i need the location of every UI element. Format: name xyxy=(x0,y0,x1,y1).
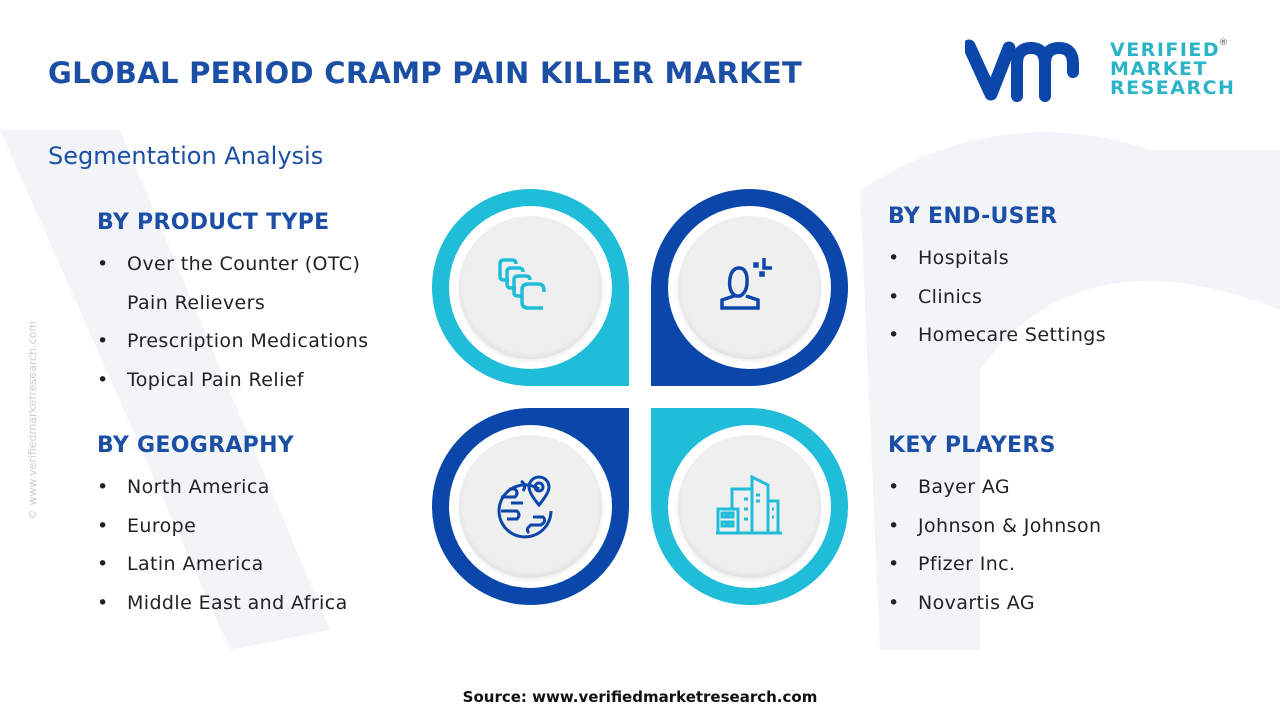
section-end-user: BY END-USER Hospitals Clinics Homecare S… xyxy=(888,204,1106,355)
list-item: Europe xyxy=(97,507,348,546)
side-watermark: © www.verifiedmarketresearch.com xyxy=(26,320,39,520)
list-item: Latin America xyxy=(97,545,348,584)
list-item: Clinics xyxy=(888,278,1106,317)
list-item: Johnson & Johnson xyxy=(888,507,1101,546)
section-heading: BY PRODUCT TYPE xyxy=(97,210,330,235)
page-title: GLOBAL PERIOD CRAMP PAIN KILLER MARKET xyxy=(48,56,803,90)
logo-line: VERIFIED xyxy=(1110,39,1221,61)
source-footer: Source: www.verifiedmarketresearch.com xyxy=(462,688,818,706)
petal-product-type xyxy=(432,189,629,386)
list-item: Pfizer Inc. xyxy=(888,545,1101,584)
section-heading: KEY PLAYERS xyxy=(888,433,1056,458)
list-item: North America xyxy=(97,468,348,507)
list-item: Novartis AG xyxy=(888,584,1101,623)
list-item: Prescription Medications xyxy=(97,322,369,361)
page-subtitle: Segmentation Analysis xyxy=(48,142,324,170)
list-item: Over the Counter (OTC) Pain Relievers xyxy=(97,245,369,322)
logo-line: MARKET xyxy=(1110,58,1208,80)
vmr-logo: VERIFIED MARKET RESEARCH ® xyxy=(962,38,1236,104)
vmr-logo-mark xyxy=(962,39,1079,102)
pills-icon xyxy=(498,258,546,310)
list-item: Hospitals xyxy=(888,239,1106,278)
globe-pin-icon xyxy=(497,475,553,539)
buildings-icon xyxy=(716,474,782,535)
registered-mark: ® xyxy=(1219,38,1228,48)
section-key-players: KEY PLAYERS Bayer AG Johnson & Johnson P… xyxy=(888,433,1101,622)
list-item: Middle East and Africa xyxy=(97,584,348,623)
logo-line: RESEARCH xyxy=(1110,77,1236,99)
list-item: Topical Pain Relief xyxy=(97,361,369,400)
user-icon xyxy=(720,258,772,310)
section-geography: BY GEOGRAPHY North America Europe Latin … xyxy=(97,433,348,622)
section-heading: BY END-USER xyxy=(888,204,1058,229)
list-item: Homecare Settings xyxy=(888,316,1106,355)
petal-end-user xyxy=(651,189,848,386)
item-text: Over the Counter (OTC) xyxy=(127,253,361,275)
list-item: Bayer AG xyxy=(888,468,1101,507)
petal-geography xyxy=(432,408,629,605)
section-product-type: BY PRODUCT TYPE Over the Counter (OTC) Pa… xyxy=(97,210,369,399)
petal-key-players xyxy=(651,408,848,605)
section-heading: BY GEOGRAPHY xyxy=(97,433,295,458)
item-text: Pain Relievers xyxy=(127,291,266,314)
